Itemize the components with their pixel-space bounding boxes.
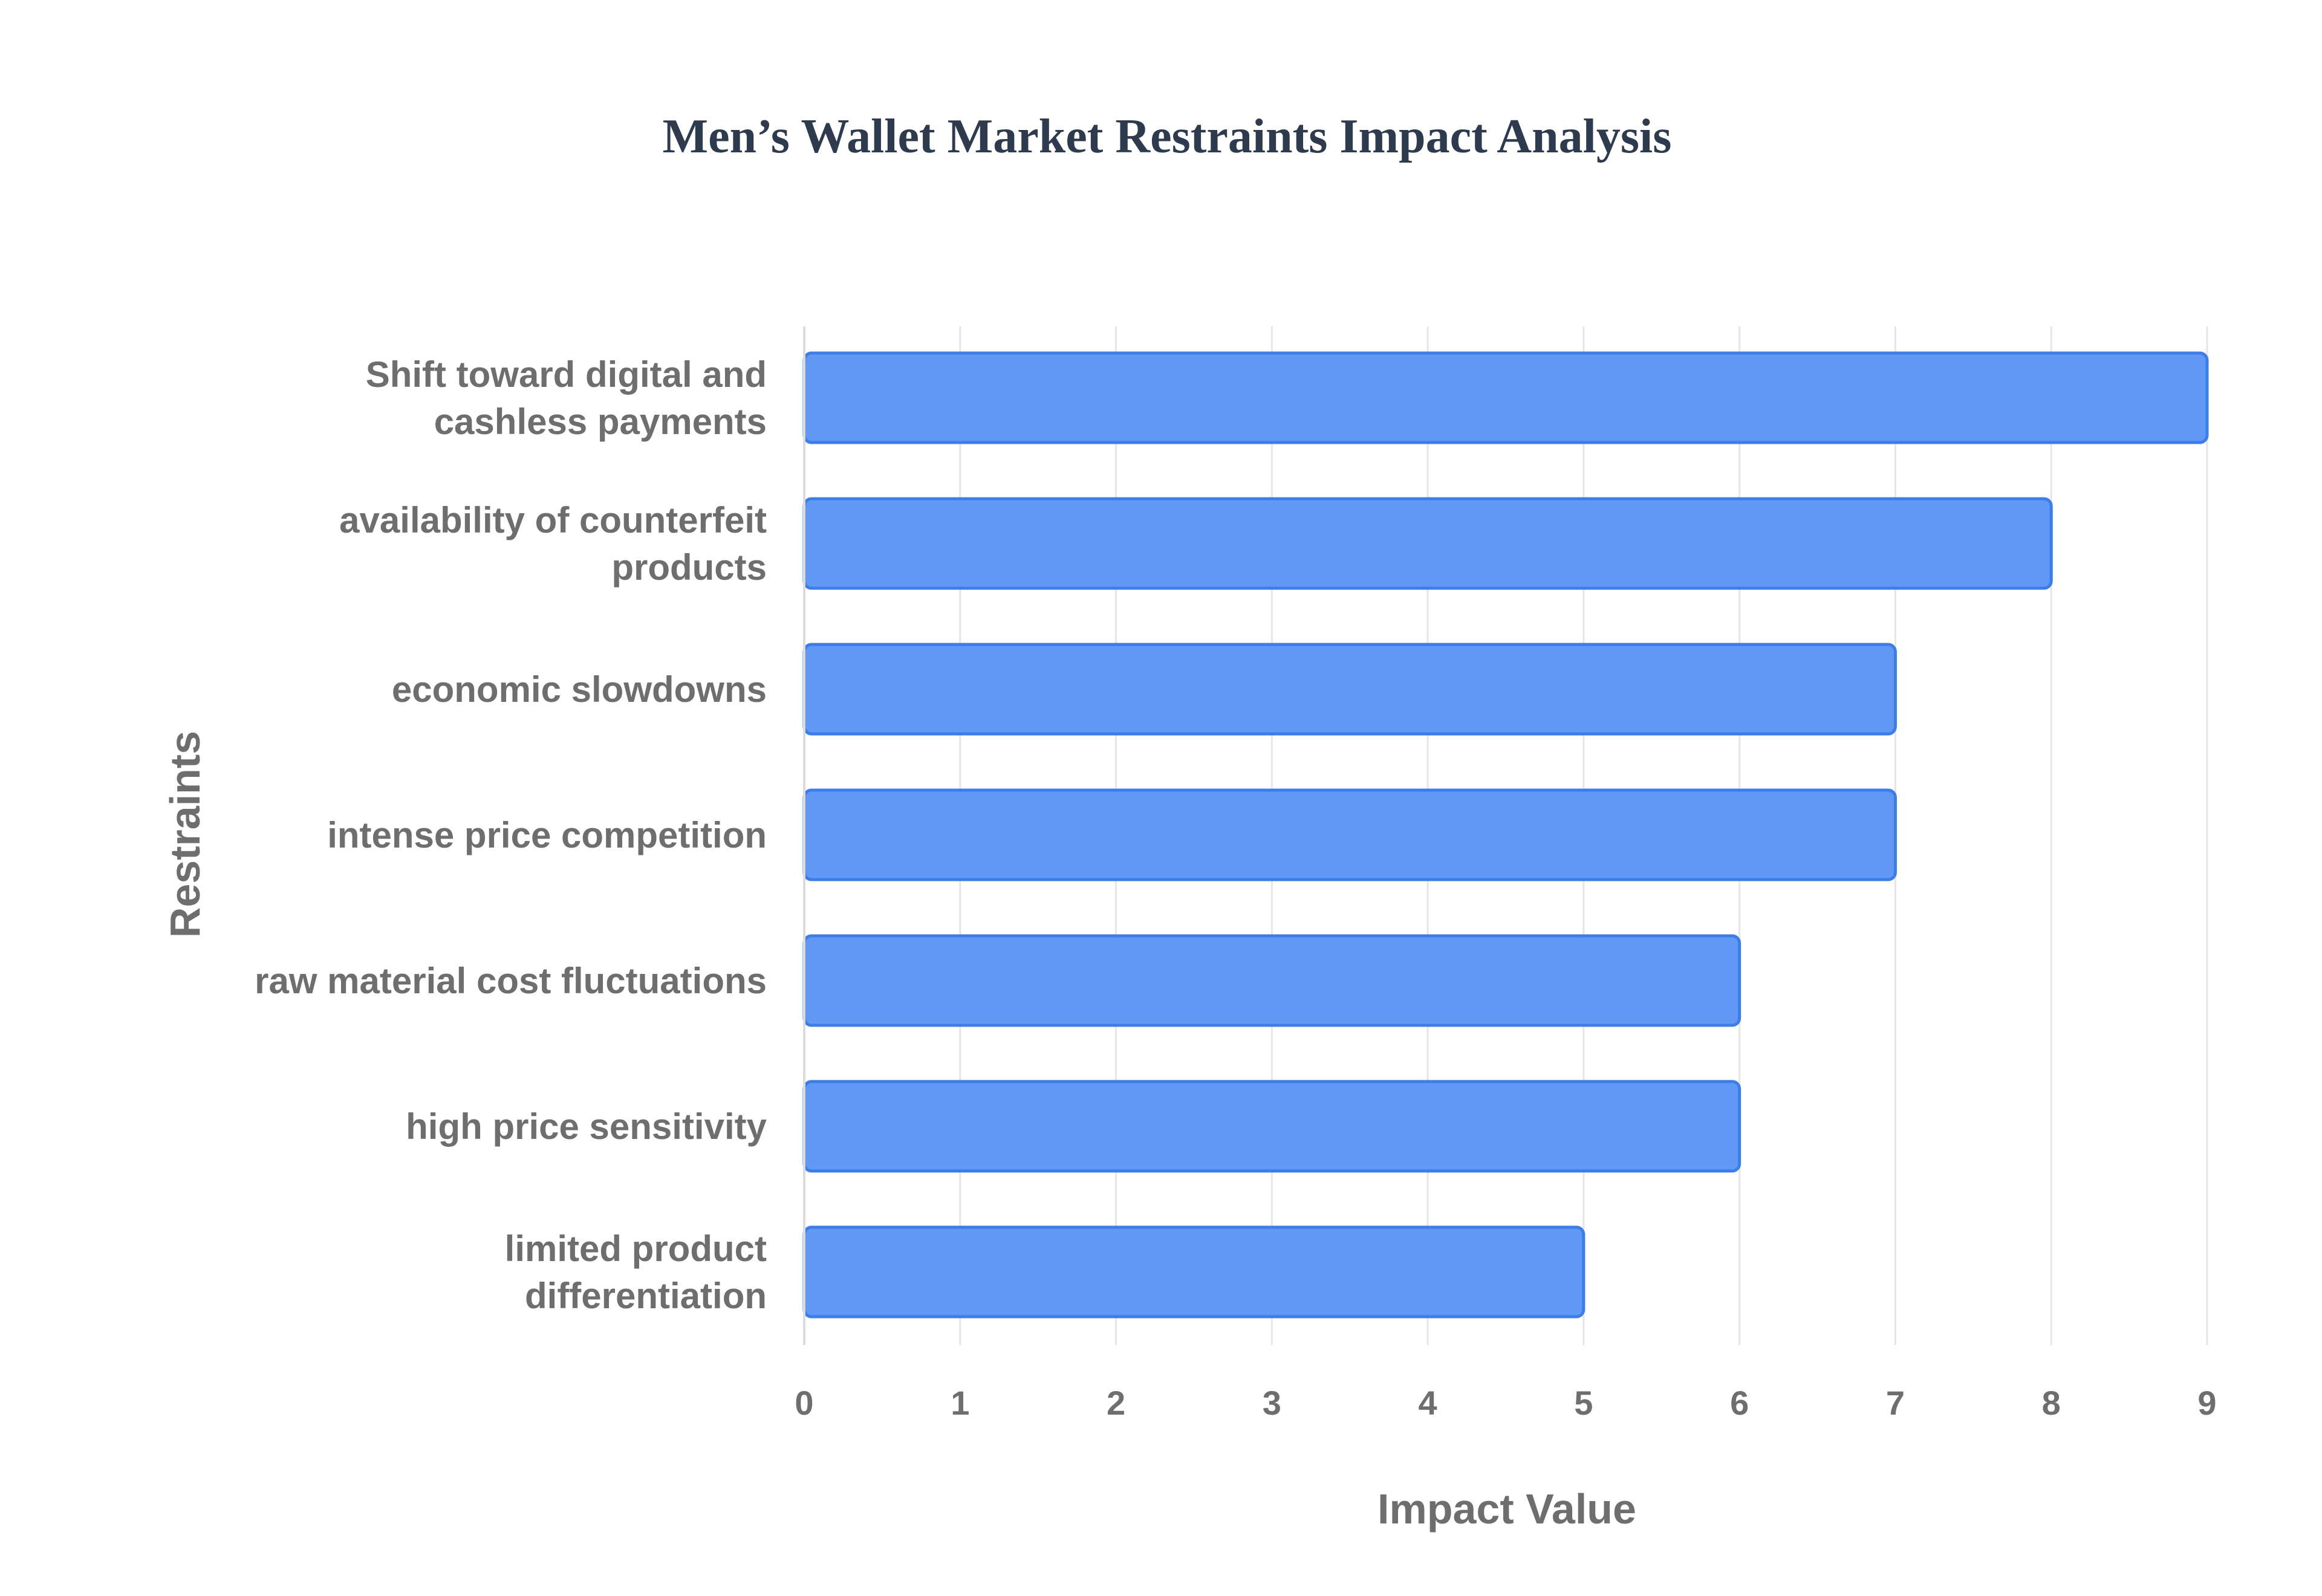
category-label-line: products bbox=[611, 547, 767, 588]
x-tick-label: 6 bbox=[1730, 1384, 1749, 1422]
x-tick-label: 3 bbox=[1263, 1384, 1281, 1422]
y-axis-title: Restraints bbox=[161, 731, 209, 938]
bar bbox=[802, 643, 1897, 736]
x-tick-label: 7 bbox=[1886, 1384, 1905, 1422]
bar bbox=[802, 351, 2209, 444]
x-tick-label: 2 bbox=[1107, 1384, 1125, 1422]
category-label: economic slowdowns bbox=[392, 669, 767, 710]
category-label-line: cashless payments bbox=[434, 401, 767, 442]
bar bbox=[802, 497, 2053, 590]
chart-title: Men’s Wallet Market Restraints Impact An… bbox=[663, 110, 1672, 163]
category-label-line: economic slowdowns bbox=[392, 669, 767, 710]
x-tick-label: 8 bbox=[2042, 1384, 2061, 1422]
bar bbox=[802, 788, 1897, 881]
x-tick-label: 9 bbox=[2197, 1384, 2216, 1422]
bar bbox=[802, 1225, 1585, 1319]
x-axis-title: Impact Value bbox=[1377, 1485, 1636, 1533]
category-label-line: differentiation bbox=[525, 1276, 767, 1316]
bar bbox=[802, 1080, 1742, 1173]
category-label: high price sensitivity bbox=[406, 1106, 767, 1147]
category-label-line: raw material cost fluctuations bbox=[255, 961, 767, 1001]
category-label-line: high price sensitivity bbox=[406, 1106, 767, 1147]
x-tick-label: 4 bbox=[1419, 1384, 1437, 1422]
x-tick-labels: 0 1 2 3 4 5 6 7 8 9 bbox=[795, 1384, 2216, 1422]
category-label: availability of counterfeit products bbox=[339, 500, 767, 588]
category-label: intense price competition bbox=[327, 815, 767, 855]
category-labels: Shift toward digital and cashless payment… bbox=[255, 354, 767, 1316]
bar bbox=[802, 934, 1742, 1027]
x-tick-label: 0 bbox=[795, 1384, 813, 1422]
x-tick-label: 1 bbox=[951, 1384, 969, 1422]
category-label-line: Shift toward digital and bbox=[366, 354, 767, 395]
category-label: limited product differentiation bbox=[505, 1228, 767, 1316]
category-label-line: availability of counterfeit bbox=[339, 500, 767, 540]
category-label-line: limited product bbox=[505, 1228, 767, 1269]
category-label: raw material cost fluctuations bbox=[255, 961, 767, 1001]
category-label-line: intense price competition bbox=[327, 815, 767, 855]
category-label: Shift toward digital and cashless payment… bbox=[366, 354, 767, 442]
x-tick-label: 5 bbox=[1574, 1384, 1593, 1422]
bars bbox=[802, 351, 2209, 1319]
